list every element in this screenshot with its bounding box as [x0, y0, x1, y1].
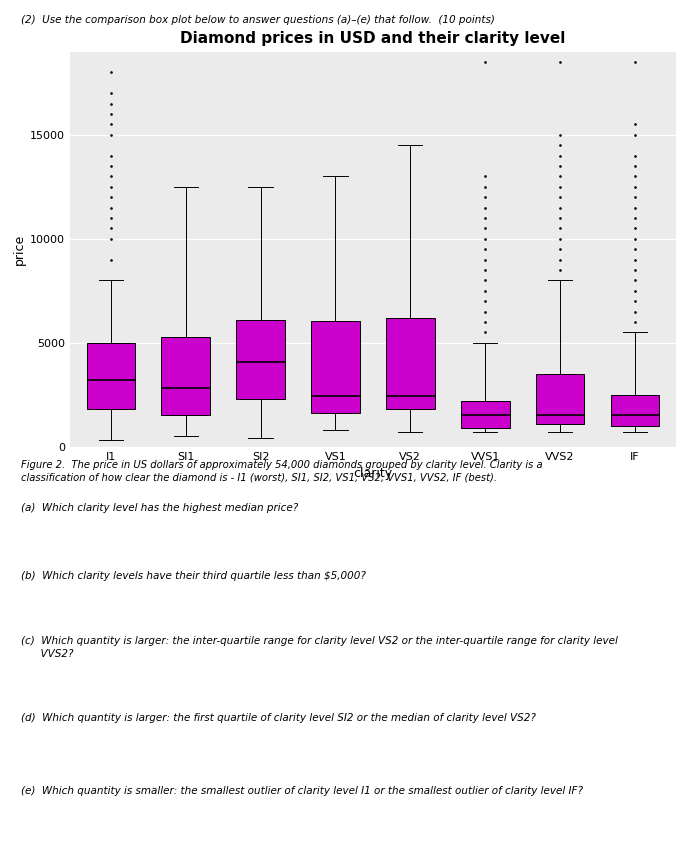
- PathPatch shape: [236, 320, 285, 399]
- Text: (c)  Which quantity is larger: the inter-quartile range for clarity level VS2 or: (c) Which quantity is larger: the inter-…: [21, 636, 618, 646]
- Text: (d)  Which quantity is larger: the first quartile of clarity level SI2 or the me: (d) Which quantity is larger: the first …: [21, 713, 536, 723]
- Y-axis label: price: price: [13, 234, 26, 265]
- Title: Diamond prices in USD and their clarity level: Diamond prices in USD and their clarity …: [181, 31, 565, 46]
- PathPatch shape: [162, 338, 210, 416]
- PathPatch shape: [461, 401, 510, 428]
- Text: (2)  Use the comparison box plot below to answer questions (a)–(e) that follow. : (2) Use the comparison box plot below to…: [21, 15, 495, 26]
- Text: (e)  Which quantity is smaller: the smallest outlier of clarity level I1 or the : (e) Which quantity is smaller: the small…: [21, 786, 583, 796]
- Text: (a)  Which clarity level has the highest median price?: (a) Which clarity level has the highest …: [21, 503, 298, 513]
- PathPatch shape: [311, 321, 360, 413]
- Text: Figure 2.  The price in US dollars of approximately 54,000 diamonds grouped by c: Figure 2. The price in US dollars of app…: [21, 460, 542, 470]
- Text: VVS2?: VVS2?: [21, 649, 73, 659]
- Text: classification of how clear the diamond is - I1 (worst), SI1, SI2, VS1, VS2, VVS: classification of how clear the diamond …: [21, 472, 497, 483]
- PathPatch shape: [536, 374, 584, 423]
- Text: (b)  Which clarity levels have their third quartile less than $5,000?: (b) Which clarity levels have their thir…: [21, 571, 366, 582]
- X-axis label: clarity: clarity: [353, 467, 392, 480]
- PathPatch shape: [86, 343, 135, 409]
- PathPatch shape: [611, 394, 659, 426]
- PathPatch shape: [386, 318, 435, 409]
